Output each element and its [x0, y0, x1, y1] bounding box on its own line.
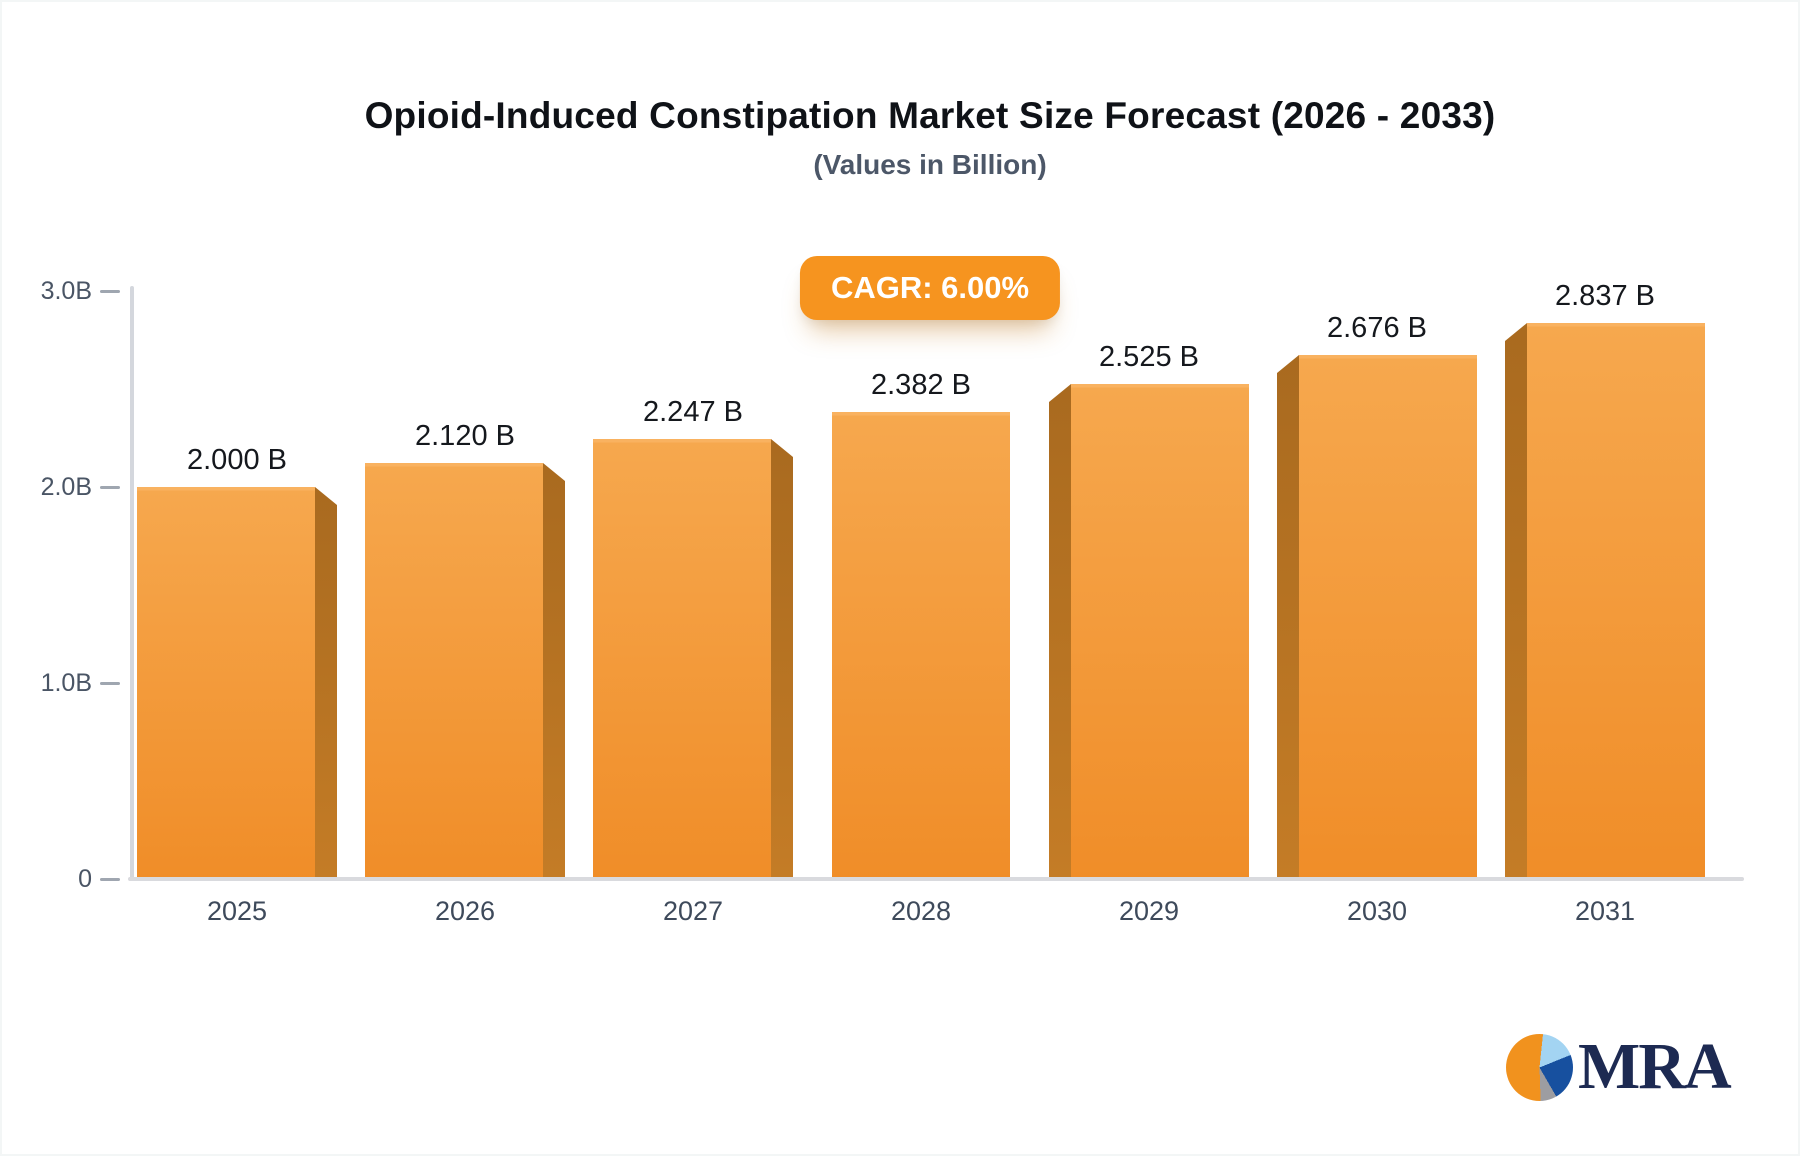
x-axis-tick-label: 2025: [206, 896, 268, 926]
y-axis-tick: [100, 878, 120, 881]
bar-value-label: 2.525 B: [1099, 341, 1199, 373]
bar-top-highlight: [365, 463, 543, 467]
y-axis-tick-label: 1.0B: [40, 669, 92, 697]
bar-2026: [365, 463, 543, 881]
bar-top-highlight: [593, 439, 771, 443]
bar-value-label: 2.837 B: [1555, 280, 1655, 312]
bar-side-face: [1049, 384, 1071, 881]
y-axis-tick: [100, 486, 120, 489]
y-axis-tick: [100, 290, 120, 293]
x-axis-tick-label: 2026: [434, 896, 496, 926]
logo-text: MRA: [1578, 1030, 1732, 1103]
bar-2031: [1527, 323, 1705, 881]
x-axis-tick-label: 2027: [662, 896, 724, 926]
bar-2030: [1299, 355, 1477, 881]
bar-value-label: 2.120 B: [415, 420, 515, 452]
x-axis-line: [128, 877, 1744, 881]
bar-top-highlight: [1299, 355, 1477, 359]
bar-top-highlight: [137, 487, 315, 491]
bar-value-label: 2.247 B: [643, 396, 743, 428]
x-axis-tick-label: 2030: [1346, 896, 1408, 926]
bar-top-highlight: [1527, 323, 1705, 327]
bar-2025: [137, 487, 315, 881]
x-axis-tick-label: 2031: [1574, 896, 1636, 926]
bar-value-label: 2.382 B: [871, 369, 971, 401]
x-axis-tick-label: 2029: [1118, 896, 1180, 926]
y-axis-tick-label: 0: [78, 865, 92, 893]
bar-side-face: [1505, 323, 1527, 881]
chart-title: Opioid-Induced Constipation Market Size …: [364, 95, 1496, 136]
bar-side-face: [315, 487, 337, 881]
y-axis-line: [130, 286, 134, 881]
y-axis-tick-label: 2.0B: [40, 473, 92, 501]
bar-2029: [1071, 384, 1249, 881]
bar-top-highlight: [832, 412, 1010, 416]
pie-chart-logo-icon: [1506, 1033, 1573, 1101]
bar-value-label: 2.676 B: [1327, 312, 1427, 344]
bar-side-face: [1277, 355, 1299, 881]
bar-value-label: 2.000 B: [187, 444, 287, 476]
bar-2027: [593, 439, 771, 881]
mra-logo: MRA: [1506, 1030, 1732, 1103]
bar-2028: [832, 412, 1010, 881]
x-axis-tick-label: 2028: [890, 896, 952, 926]
chart-subtitle: (Values in Billion): [813, 149, 1047, 180]
bar-top-highlight: [1071, 384, 1249, 388]
y-axis-tick-label: 3.0B: [40, 277, 92, 305]
bar-side-face: [771, 439, 793, 881]
bar-side-face: [543, 463, 565, 881]
y-axis-tick: [100, 682, 120, 685]
cagr-badge: CAGR: 6.00%: [799, 256, 1061, 320]
